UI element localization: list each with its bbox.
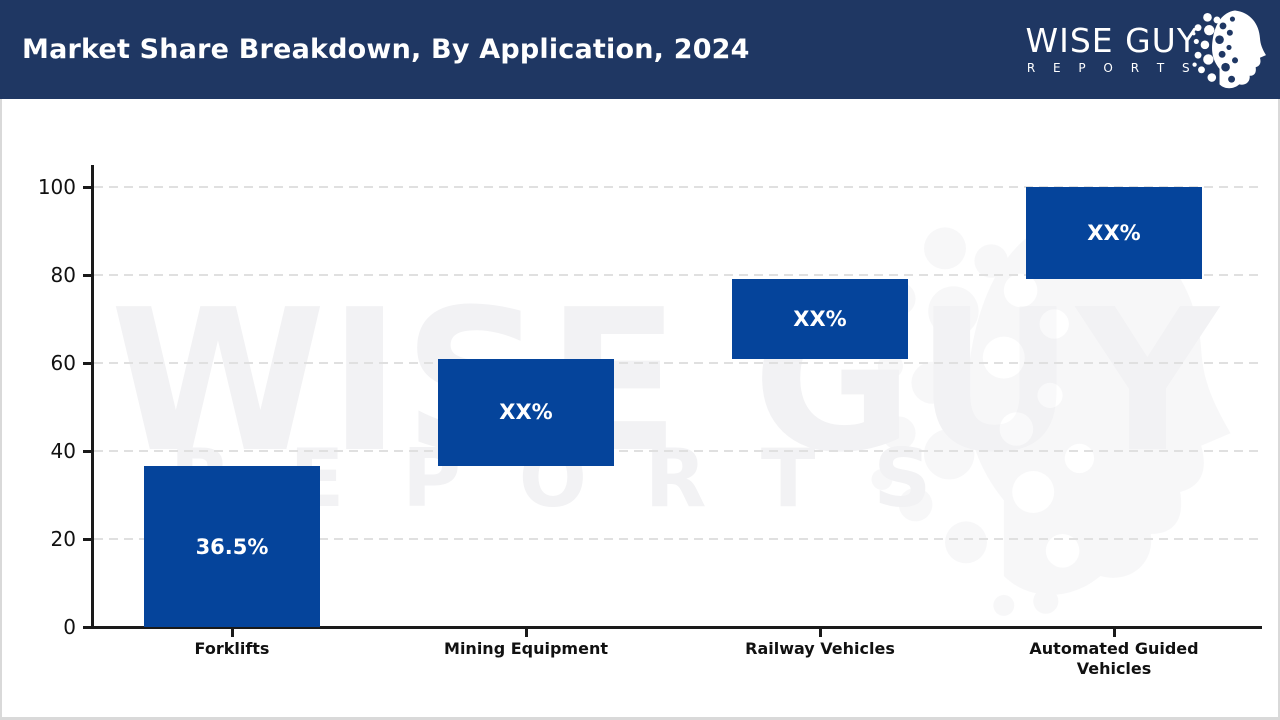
bar-value-label: XX% bbox=[499, 400, 553, 425]
y-tick-label: 100 bbox=[37, 175, 76, 199]
y-axis bbox=[91, 165, 94, 629]
y-tick-label: 80 bbox=[50, 263, 76, 287]
gridline bbox=[94, 450, 1262, 452]
y-tick-label: 0 bbox=[63, 615, 76, 639]
gridline bbox=[94, 538, 1262, 540]
y-axis-tick bbox=[83, 537, 91, 541]
gridline bbox=[94, 186, 1262, 188]
x-category-label: Automated Guided Vehicles bbox=[1029, 639, 1199, 678]
x-category-label: Forklifts bbox=[194, 639, 270, 658]
bar-value-label: XX% bbox=[1087, 221, 1141, 246]
y-axis-tick bbox=[83, 273, 91, 277]
gridline bbox=[94, 362, 1262, 364]
y-axis-tick bbox=[83, 449, 91, 453]
y-tick-label: 60 bbox=[50, 351, 76, 375]
bar-value-label: XX% bbox=[793, 306, 847, 331]
wiseguy-logo-text: WISE GUY R E P O R T S bbox=[1025, 21, 1198, 76]
y-axis-tick bbox=[83, 625, 91, 629]
y-tick-label: 40 bbox=[50, 439, 76, 463]
x-axis-tick bbox=[230, 629, 234, 637]
x-axis-tick bbox=[524, 629, 528, 637]
bar: XX% bbox=[1026, 187, 1202, 280]
x-axis-tick bbox=[818, 629, 822, 637]
y-axis-tick bbox=[83, 361, 91, 365]
header-bar: Market Share Breakdown, By Application, … bbox=[0, 0, 1280, 99]
wiseguy-logo: WISE GUY R E P O R T S bbox=[1025, 7, 1280, 93]
bar: XX% bbox=[732, 279, 908, 359]
page-title: Market Share Breakdown, By Application, … bbox=[22, 34, 750, 65]
wiseguy-head-icon bbox=[1192, 9, 1266, 88]
y-tick-label: 20 bbox=[50, 527, 76, 551]
bar: 36.5% bbox=[144, 466, 320, 627]
wiseguy-logo-line1: WISE GUY bbox=[1025, 21, 1198, 60]
x-axis-tick bbox=[1112, 629, 1116, 637]
x-category-label: Railway Vehicles bbox=[745, 639, 895, 658]
bar: XX% bbox=[438, 358, 614, 467]
y-axis-tick bbox=[83, 185, 91, 189]
bar-value-label: 36.5% bbox=[195, 534, 269, 559]
wiseguy-logo-line2: R E P O R T S bbox=[1026, 61, 1197, 75]
x-axis bbox=[91, 626, 1262, 629]
gridline bbox=[94, 274, 1262, 276]
x-category-label: Mining Equipment bbox=[444, 639, 608, 658]
